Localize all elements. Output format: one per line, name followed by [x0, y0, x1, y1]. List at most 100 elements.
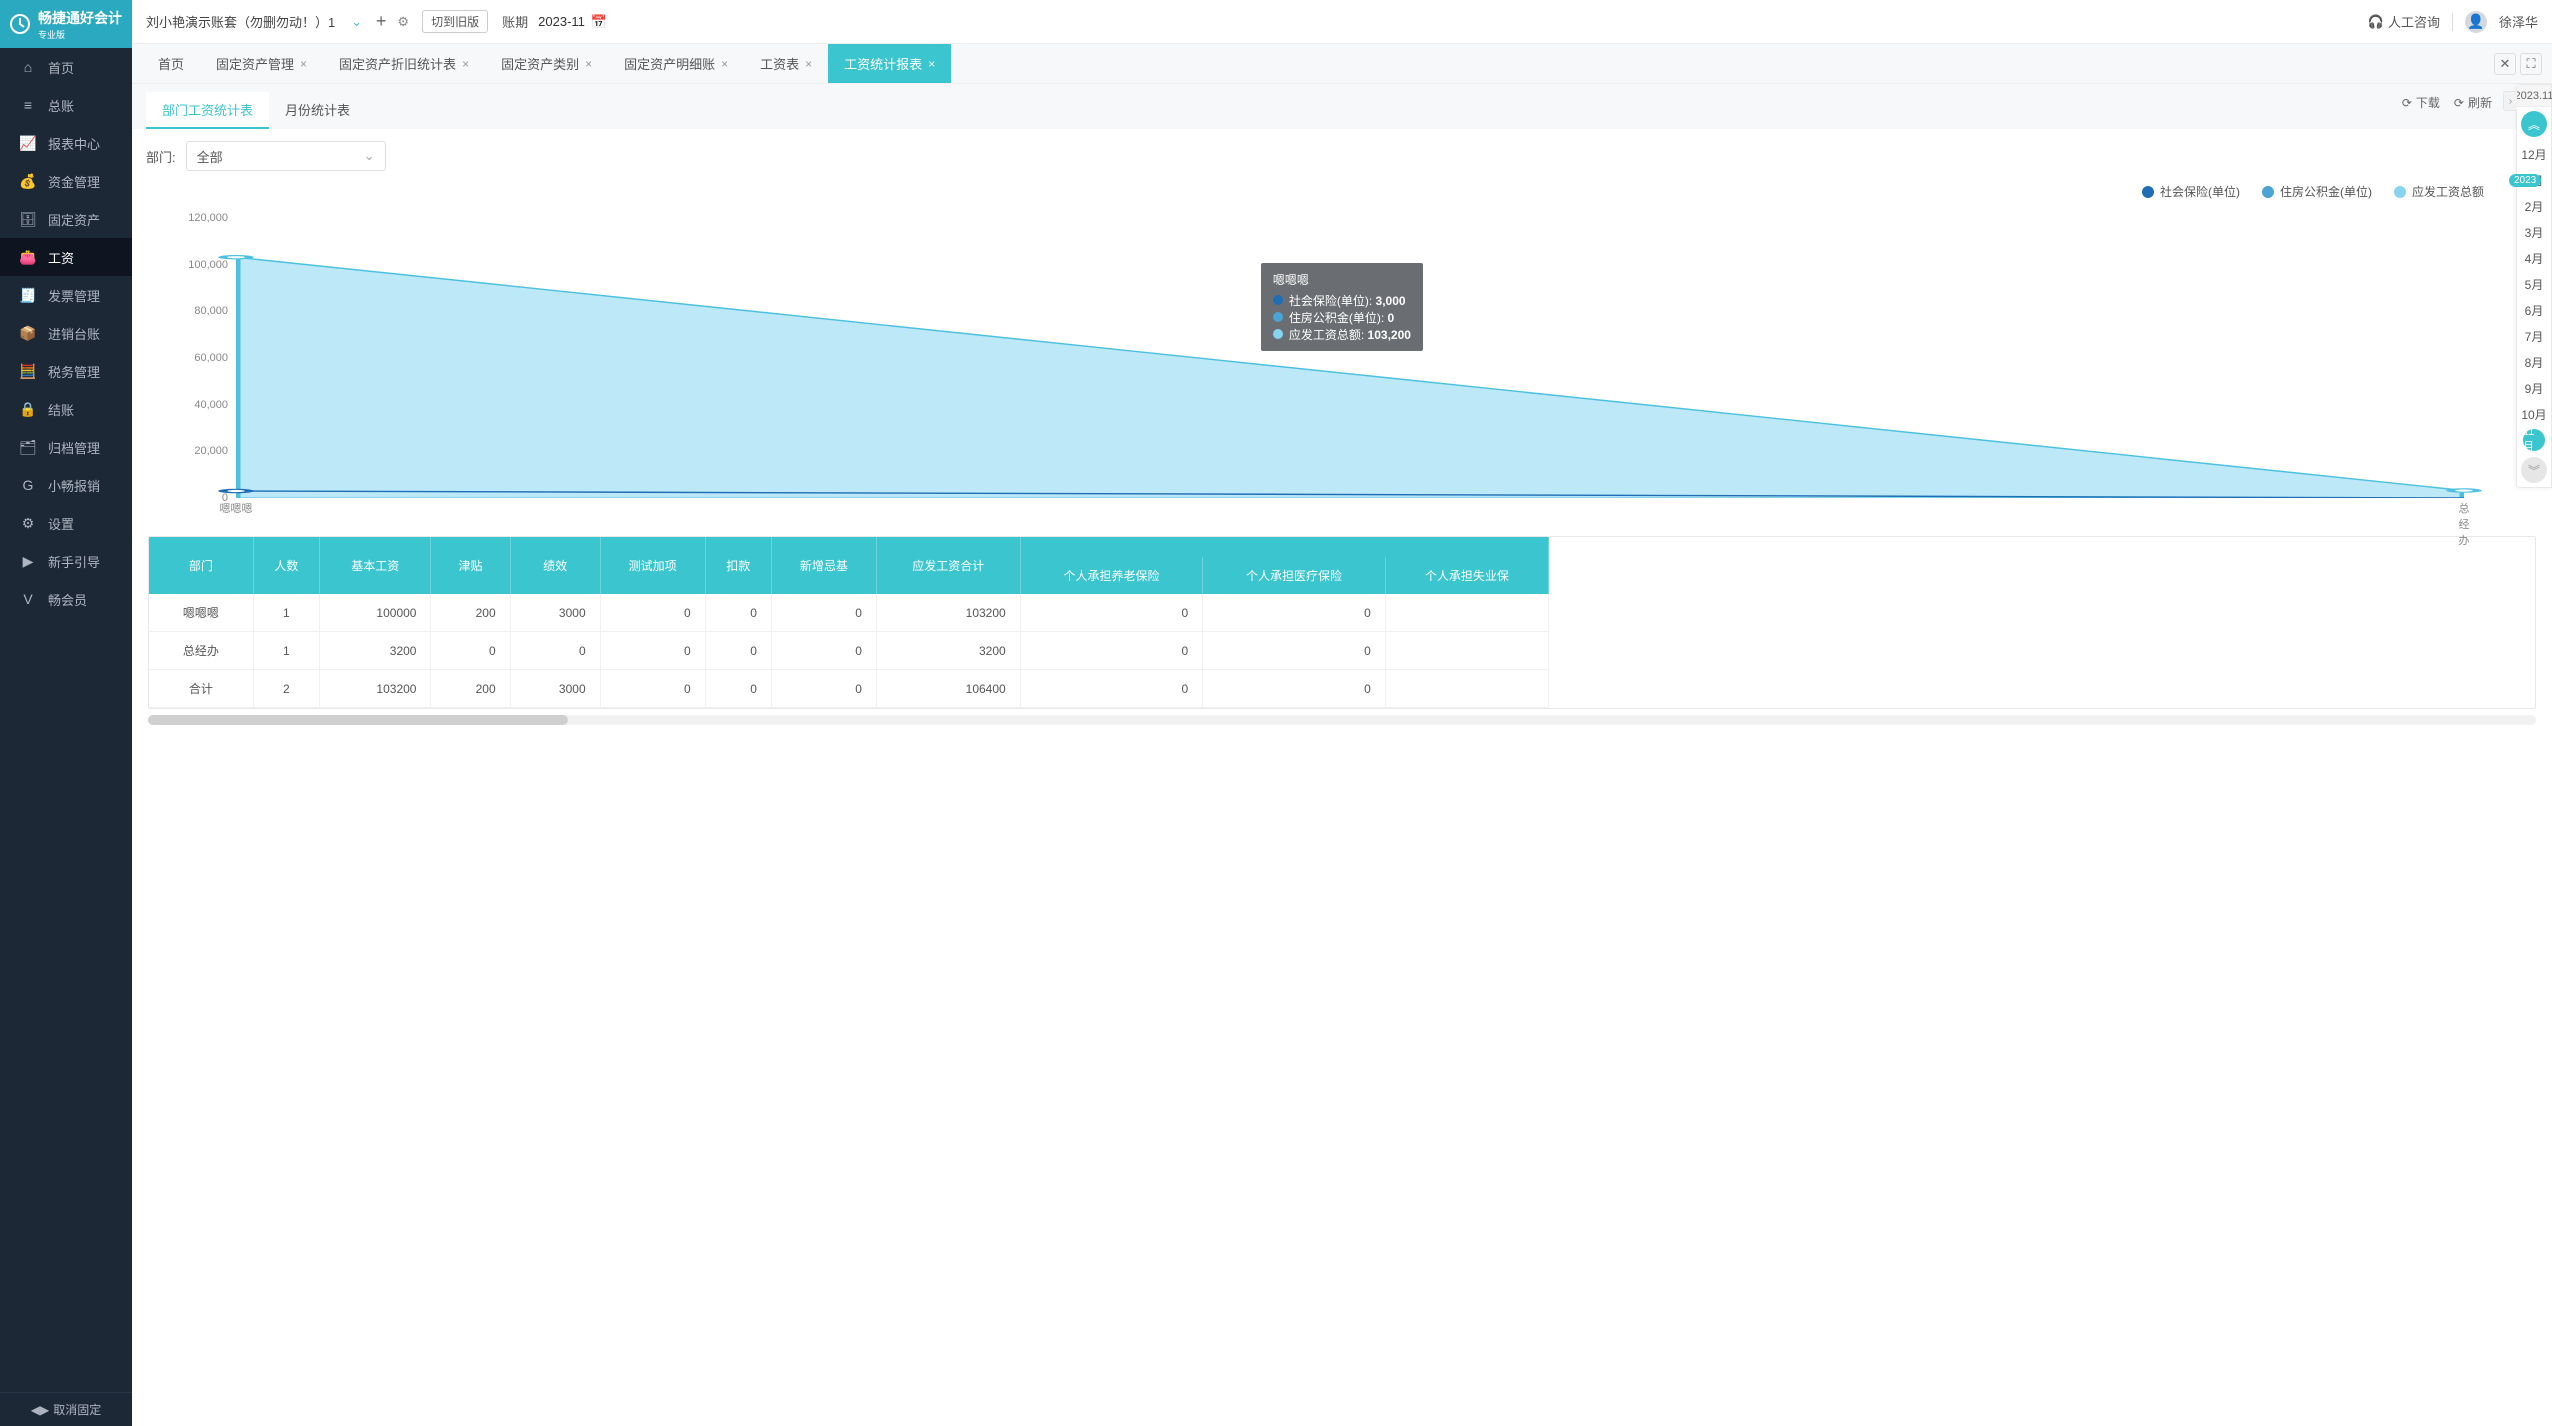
fullscreen-button[interactable]: ⛶ [2520, 53, 2542, 75]
refresh-button[interactable]: ⟳ 刷新 [2454, 94, 2492, 111]
sidebar-item-label: 畅会员 [48, 590, 87, 609]
tab[interactable]: 工资表× [744, 44, 828, 83]
cell: 0 [705, 632, 771, 670]
sidebar-item-settings[interactable]: ⚙设置 [0, 504, 132, 542]
period-top-label: 2023.11 [2517, 85, 2551, 107]
col-header: 个人承担医疗保险 [1203, 557, 1386, 594]
close-icon[interactable]: × [585, 57, 592, 71]
sidebar-item-label: 工资 [48, 248, 74, 267]
sidebar-item-label: 进销台账 [48, 324, 100, 343]
sidebar-item-home[interactable]: ⌂首页 [0, 48, 132, 86]
tab[interactable]: 固定资产类别 × [485, 44, 608, 83]
sidebar-item-payroll[interactable]: 👛工资 [0, 238, 132, 276]
close-icon[interactable]: × [721, 57, 728, 71]
brand-name: 畅捷通好会计 [38, 10, 122, 26]
cell: 0 [431, 632, 510, 670]
gear-icon[interactable]: ⚙ [392, 11, 414, 33]
h-scrollbar-thumb[interactable] [148, 715, 568, 725]
sidebar-item-invoice[interactable]: 🧾发票管理 [0, 276, 132, 314]
sidebar-item-assets[interactable]: 🗄 固定资产 [0, 200, 132, 238]
cell: 0 [1020, 594, 1203, 632]
sidebar-item-inventory[interactable]: 📦 进销台账 [0, 314, 132, 352]
y-tick: 40,000 [194, 399, 228, 411]
y-tick: 100,000 [188, 259, 228, 271]
close-icon[interactable]: × [805, 57, 812, 71]
add-account-button[interactable]: + [370, 11, 392, 33]
dept-select[interactable]: 全部 ⌄ [186, 141, 386, 171]
main: 刘小艳演示账套（勿删勿动！）1 ⌄ + ⚙ 切到旧版 账期 2023-11 📅 … [132, 0, 2552, 1426]
h-scrollbar[interactable] [148, 715, 2536, 725]
sidebar-item-label: 总账 [48, 96, 74, 115]
tab-label: 首页 [158, 54, 184, 73]
sidebar-item-member[interactable]: V 畅会员 [0, 580, 132, 618]
subtab[interactable]: 月份统计表 [269, 92, 366, 129]
period-month[interactable]: 10月 [2517, 401, 2551, 427]
period-month[interactable]: 9月 [2517, 375, 2551, 401]
legend-item[interactable]: 住房公积金(单位) [2262, 183, 2372, 200]
period-next-button[interactable]: ︾ [2521, 457, 2547, 483]
unpin-button[interactable]: ◀▶取消固定 [0, 1392, 132, 1426]
period-prev-button[interactable]: ︽ [2521, 111, 2547, 137]
support-button[interactable]: 🎧 人工咨询 [2368, 12, 2440, 31]
period-month[interactable]: 12月 [2517, 141, 2551, 167]
period-month[interactable]: 5月 [2517, 271, 2551, 297]
tab[interactable]: 固定资产管理× [200, 44, 323, 83]
inventory-icon: 📦 [18, 323, 38, 343]
legend-dot [2142, 186, 2154, 198]
calendar-icon[interactable]: 📅 [591, 14, 607, 30]
sidebar-item-label: 小畅报销 [48, 476, 100, 495]
avatar[interactable]: 👤 [2465, 11, 2487, 33]
close-icon[interactable]: × [300, 57, 307, 71]
assets-icon: 🗄 [18, 209, 38, 229]
sidebar-item-archive[interactable]: 🗂归档管理 [0, 428, 132, 466]
tab[interactable]: 首页 [142, 44, 200, 83]
sidebar-item-label: 结账 [48, 400, 74, 419]
home-icon: ⌂ [18, 57, 38, 77]
collapse-period-panel[interactable]: › [2503, 91, 2517, 111]
reports-icon: 📈 [18, 133, 38, 153]
cell: 103200 [319, 670, 431, 708]
period-month[interactable]: 2月 [2517, 193, 2551, 219]
member-icon: V [18, 589, 38, 609]
brand-edition: 专业版 [38, 28, 122, 41]
username: 徐泽华 [2499, 12, 2538, 31]
download-button[interactable]: ⟳ 下载 [2402, 94, 2440, 111]
account-selector[interactable]: 刘小艳演示账套（勿删勿动！）1 ⌄ [146, 12, 370, 31]
legend-dot [2262, 186, 2274, 198]
period-month[interactable]: 8月 [2517, 349, 2551, 375]
salary-table: 部门人数基本工资津贴绩效测试加项扣款新增忌基应发工资合计个人承担养老保险个人承担… [148, 536, 2536, 709]
sidebar-items: ⌂首页≡总账📈报表中心💰资金管理 🗄 固定资产 👛工资🧾发票管理 📦 进销台账 🧮税务管理🔒… [0, 48, 132, 1392]
period-month[interactable]: 11月 [2517, 427, 2551, 453]
period-month[interactable]: 6月 [2517, 297, 2551, 323]
legend-item[interactable]: 社会保险(单位) [2142, 183, 2240, 200]
close-icon[interactable]: × [928, 57, 935, 71]
cell: 200 [431, 594, 510, 632]
legend-item[interactable]: 应发工资总额 [2394, 183, 2484, 200]
tab[interactable]: 固定资产折旧统计表× [323, 44, 485, 83]
cell: 0 [771, 594, 876, 632]
period-month[interactable]: 1月2023 [2517, 167, 2551, 193]
subtab[interactable]: 部门工资统计表 [146, 92, 269, 129]
close-all-tabs-button[interactable]: ✕ [2494, 53, 2516, 75]
sidebar-item-guide[interactable]: ▶新手引导 [0, 542, 132, 580]
table-row: 合计 2 103200 200 3000 0 0 0 106400 0 0 [149, 670, 1549, 708]
sidebar-item-close[interactable]: 🔒结账 [0, 390, 132, 428]
close-icon[interactable]: × [462, 57, 469, 71]
period-month[interactable]: 7月 [2517, 323, 2551, 349]
cell-dept: 合计 [149, 670, 253, 708]
tab-label: 固定资产类别 [501, 54, 579, 73]
chart-legend: 社会保险(单位) 住房公积金(单位) 应发工资总额 [140, 175, 2544, 208]
col-header: 个人承担失业保 [1385, 557, 1548, 594]
switch-old-button[interactable]: 切到旧版 [422, 10, 488, 33]
period-month[interactable]: 3月 [2517, 219, 2551, 245]
sidebar-item-label: 固定资产 [48, 210, 100, 229]
tab[interactable]: 固定资产明细账× [608, 44, 744, 83]
legend-dot [2394, 186, 2406, 198]
sidebar-item-tax[interactable]: 🧮税务管理 [0, 352, 132, 390]
sidebar-item-ledger[interactable]: ≡总账 [0, 86, 132, 124]
sidebar-item-funds[interactable]: 💰资金管理 [0, 162, 132, 200]
sidebar-item-expense[interactable]: G小畅报销 [0, 466, 132, 504]
period-month[interactable]: 4月 [2517, 245, 2551, 271]
sidebar-item-reports[interactable]: 📈报表中心 [0, 124, 132, 162]
tab[interactable]: 工资统计报表× [828, 44, 951, 83]
